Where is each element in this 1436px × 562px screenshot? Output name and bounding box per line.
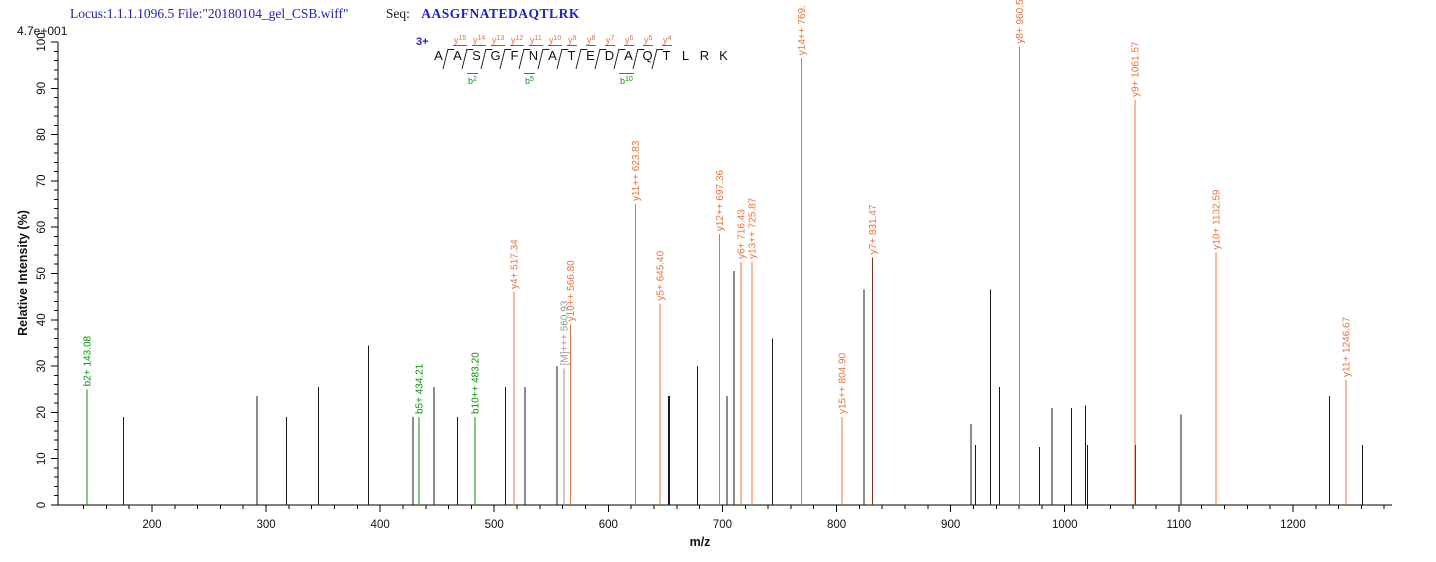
x-axis-title: m/z [690,535,711,549]
intensity-scale-note: 4.7e+001 [17,24,68,38]
residue-letter: A [624,48,633,63]
y-ion-label: y15 [453,35,468,46]
y-ion-label: y9 [567,35,578,46]
b-ion-label: b2 [467,73,478,87]
unassigned-peaks [122,271,1364,505]
locus-file-label: Locus:1.1.1.1096.5 File:"20180104_gel_CS… [70,6,349,21]
residue-letter: A [434,48,443,63]
svg-text:700: 700 [713,519,732,531]
residue-letter: N [528,48,539,63]
y-ion-label: y14 [472,35,487,46]
peak-label: y10++ 566.80 [566,260,577,322]
y-axis-ticks: 0 10 20 30 40 50 60 70 80 90 100 [36,32,58,508]
svg-text:40: 40 [36,313,48,326]
peak-label: y12++ 697.36 [715,170,726,232]
y-ion-label: y7 [605,35,616,46]
svg-text:200: 200 [142,519,161,531]
peak-label: y8+ 960.51 [1015,0,1026,44]
residue-letter: G [490,48,501,63]
residue-letter: F [510,48,519,63]
svg-text:1000: 1000 [1052,519,1078,531]
svg-text:10: 10 [36,452,48,465]
svg-text:600: 600 [599,519,618,531]
axis-titles: Relative Intensity (%) m/z [16,210,710,549]
svg-text:300: 300 [256,519,275,531]
residue-letter: D [604,48,615,63]
peak-label: y11++ 623.83 [631,140,642,201]
y-axis-title: Relative Intensity (%) [16,210,30,336]
peak-label: y9+ 1061.57 [1130,41,1141,97]
axes [57,42,1392,506]
peak-label: y4+ 517.34 [510,239,521,289]
y-ion-label: y8 [586,35,597,46]
svg-text:90: 90 [36,82,48,95]
y-ion-label: y11 [529,35,543,46]
peak-label: y6+ 716.43 [737,209,748,259]
residue-letter: L [681,48,690,63]
svg-text:500: 500 [485,519,504,531]
peak-label: y7+ 831.47 [868,204,879,254]
svg-text:20: 20 [36,406,48,419]
y-ion-label: y12 [510,35,525,46]
seq-label: Seq: [385,6,410,21]
y-ion-label: y6 [624,35,635,46]
peak-labels: b2+ 143.08 b5+ 434.21 b10++ 483.20 y4+ 517.… [83,0,1353,414]
y-ion-label: y13 [491,35,506,46]
svg-text:800: 800 [827,519,846,531]
svg-text:80: 80 [36,128,48,141]
svg-text:1100: 1100 [1166,519,1191,531]
svg-text:70: 70 [36,175,48,188]
peak-label: b5+ 434.21 [415,363,426,414]
x-axis-ticks: 200 300 400 500 600 700 800 900 1000 1100 1200 [82,505,1385,531]
y-ion-label: y10 [548,35,563,46]
residue-letter: T [567,48,576,63]
residue-letter: A [548,48,557,63]
residue-letter: R [699,48,710,63]
peak-label: y5+ 645.40 [656,250,667,300]
peak-label: y15++ 804.90 [838,352,849,414]
b-ion-label: b10 [619,73,634,87]
peak-label: b2+ 143.08 [83,335,94,386]
svg-text:0: 0 [36,502,48,508]
labeled-peaks [86,46,1347,505]
peak-label: y13++ 725.87 [747,197,758,259]
peak-label: y14++ 769. [797,5,808,55]
svg-text:50: 50 [36,267,48,280]
svg-text:400: 400 [371,519,390,531]
residue-letter: K [719,48,728,63]
y-ion-label: y5 [643,35,654,46]
peak-label: [M]+++ 560.93 [559,300,570,365]
residue-letter: T [662,48,671,63]
svg-text:1200: 1200 [1280,519,1306,531]
svg-text:60: 60 [36,221,48,234]
residue-letter: S [472,48,481,63]
peak-label: b10++ 483.20 [471,352,482,414]
y-ion-label: y4 [662,35,673,46]
residue-letter: Q [642,48,653,63]
svg-text:900: 900 [941,519,960,531]
peak-label: y10+ 1132.59 [1212,189,1223,250]
precursor-charge-label: 3+ [416,36,429,48]
residue-letter: A [453,48,462,63]
svg-text:100: 100 [36,32,48,51]
seq-value: AASGFNATEDAQTLRK [421,6,580,21]
peak-label: y11+ 1246.67 [1342,316,1353,377]
b-ion-label: b5 [524,73,535,87]
svg-text:30: 30 [36,360,48,373]
header: Locus:1.1.1.1096.5 File:"20180104_gel_CS… [70,6,580,22]
residue-letter: E [586,48,595,63]
